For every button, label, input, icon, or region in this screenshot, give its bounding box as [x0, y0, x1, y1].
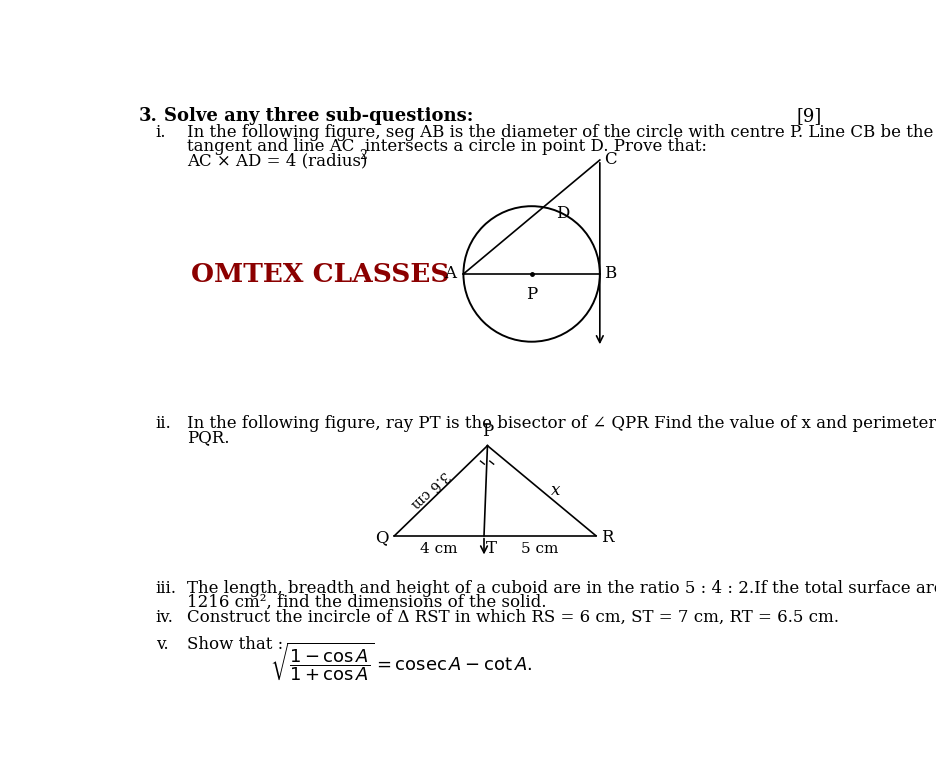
Text: Q: Q: [374, 529, 388, 546]
Text: The length, breadth and height of a cuboid are in the ratio 5 : 4 : 2.If the tot: The length, breadth and height of a cubo…: [187, 580, 936, 598]
Text: 1216 cm², find the dimensions of the solid.: 1216 cm², find the dimensions of the sol…: [187, 594, 547, 611]
Text: T: T: [486, 540, 497, 557]
Text: Solve any three sub-questions:: Solve any three sub-questions:: [164, 107, 473, 125]
Text: Show that :: Show that :: [187, 636, 288, 653]
Text: v.: v.: [155, 636, 168, 653]
Text: [9]: [9]: [797, 107, 822, 125]
Text: 3.6 cm: 3.6 cm: [408, 467, 452, 511]
Text: OMTEX CLASSES: OMTEX CLASSES: [191, 263, 449, 288]
Text: B: B: [605, 266, 617, 282]
Text: 4 cm: 4 cm: [420, 542, 458, 556]
Text: PQR.: PQR.: [187, 429, 229, 446]
Text: P: P: [482, 423, 493, 440]
Text: P: P: [526, 286, 537, 303]
Text: In the following figure, ray PT is the bisector of ∠ QPR Find the value of x and: In the following figure, ray PT is the b…: [187, 415, 936, 432]
Text: tangent and line AC  intersects a circle in point D. Prove that:: tangent and line AC intersects a circle …: [187, 138, 707, 155]
Text: D: D: [556, 205, 569, 222]
Text: $\sqrt{\dfrac{1-\cos A}{1+\cos A}} = \mathrm{cosec}\, A - \cot A.$: $\sqrt{\dfrac{1-\cos A}{1+\cos A}} = \ma…: [271, 640, 533, 683]
Text: A: A: [444, 266, 456, 282]
Text: C: C: [605, 151, 617, 168]
Text: AC × AD = 4 (radius): AC × AD = 4 (radius): [187, 153, 367, 169]
Text: In the following figure, seg AB is the diameter of the circle with centre P. Lin: In the following figure, seg AB is the d…: [187, 124, 933, 141]
Text: 5 cm: 5 cm: [521, 542, 559, 556]
Text: R: R: [601, 529, 613, 546]
Text: Construct the incircle of Δ RST in which RS = 6 cm, ST = 7 cm, RT = 6.5 cm.: Construct the incircle of Δ RST in which…: [187, 609, 839, 626]
Text: ii.: ii.: [155, 415, 171, 432]
Text: x: x: [551, 482, 561, 499]
Text: iv.: iv.: [155, 609, 173, 626]
Text: 2: 2: [359, 150, 368, 162]
Text: 3.: 3.: [139, 107, 157, 125]
Text: iii.: iii.: [155, 580, 177, 598]
Text: i.: i.: [155, 124, 167, 141]
